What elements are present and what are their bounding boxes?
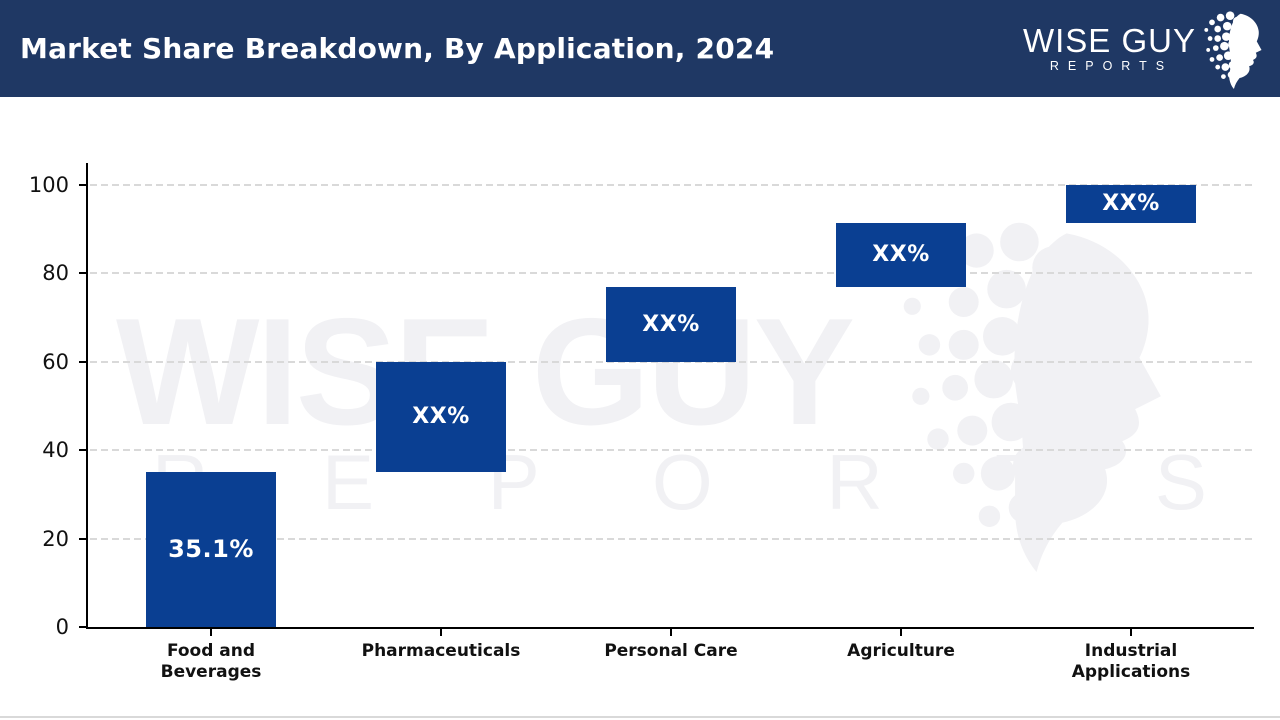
y-tick-label: 20 <box>42 526 69 551</box>
x-tick <box>1130 629 1132 636</box>
y-tick-40 <box>79 449 86 452</box>
logo-text: WISE GUY REPORTS <box>1022 22 1196 74</box>
page-title: Market Share Breakdown, By Application, … <box>20 32 775 65</box>
x-tick-label: Personal Care <box>604 641 738 661</box>
bar-value-label: XX% <box>872 242 930 268</box>
bar-industrial-applications: XX% <box>1066 185 1196 223</box>
gridline-20 <box>90 537 1254 540</box>
x-tick-label: Pharmaceuticals <box>361 641 521 661</box>
bar-personal-care: XX% <box>606 286 736 362</box>
x-tick-label: Industrial Applications <box>1071 641 1191 682</box>
gridline-80 <box>90 272 1254 275</box>
y-tick-label: 60 <box>42 349 69 374</box>
plot: 0 20 40 60 80 100 35.1% Food and Beverages XX% Ph… <box>0 97 1280 720</box>
y-tick-20 <box>79 537 86 540</box>
wise-guy-logo: WISE GUY REPORTS <box>1023 9 1266 89</box>
y-axis <box>86 163 88 629</box>
x-tick-label: Agriculture <box>847 641 955 661</box>
x-tick <box>210 629 212 636</box>
bar-pharmaceuticals: XX% <box>376 361 506 472</box>
logo-face-icon <box>1204 10 1262 89</box>
x-tick <box>440 629 442 636</box>
header: Market Share Breakdown, By Application, … <box>0 0 1280 97</box>
x-tick <box>900 629 902 636</box>
gridline-60 <box>90 360 1254 363</box>
bar-value-label: XX% <box>642 311 700 337</box>
bar-value-label: XX% <box>412 404 470 430</box>
bar-value-label: 35.1% <box>168 535 254 564</box>
x-tick <box>670 629 672 636</box>
y-tick-80 <box>79 272 86 275</box>
y-tick-label: 0 <box>55 615 69 639</box>
logo-subtext: REPORTS <box>1049 59 1174 73</box>
y-tick-label: 40 <box>42 438 69 463</box>
bar-food-and-beverages: 35.1% <box>146 471 276 627</box>
bar-value-label: XX% <box>1102 191 1160 217</box>
y-tick-label: 100 <box>28 173 69 197</box>
bottom-divider <box>0 716 1280 718</box>
y-tick-60 <box>79 360 86 363</box>
y-tick-label: 80 <box>42 261 69 286</box>
gridline-100 <box>90 184 1254 186</box>
gridline-40 <box>90 449 1254 452</box>
bar-agriculture: XX% <box>836 222 966 287</box>
logo-wordmark: WISE GUY <box>1022 22 1196 59</box>
x-axis <box>86 627 1254 629</box>
x-tick-label: Food and Beverages <box>160 641 262 682</box>
chart-area: WISE GUY R E P O R T S 0 20 40 60 80 100 35.1%… <box>0 97 1280 720</box>
y-tick-100 <box>79 184 86 186</box>
y-tick-0 <box>79 626 86 628</box>
